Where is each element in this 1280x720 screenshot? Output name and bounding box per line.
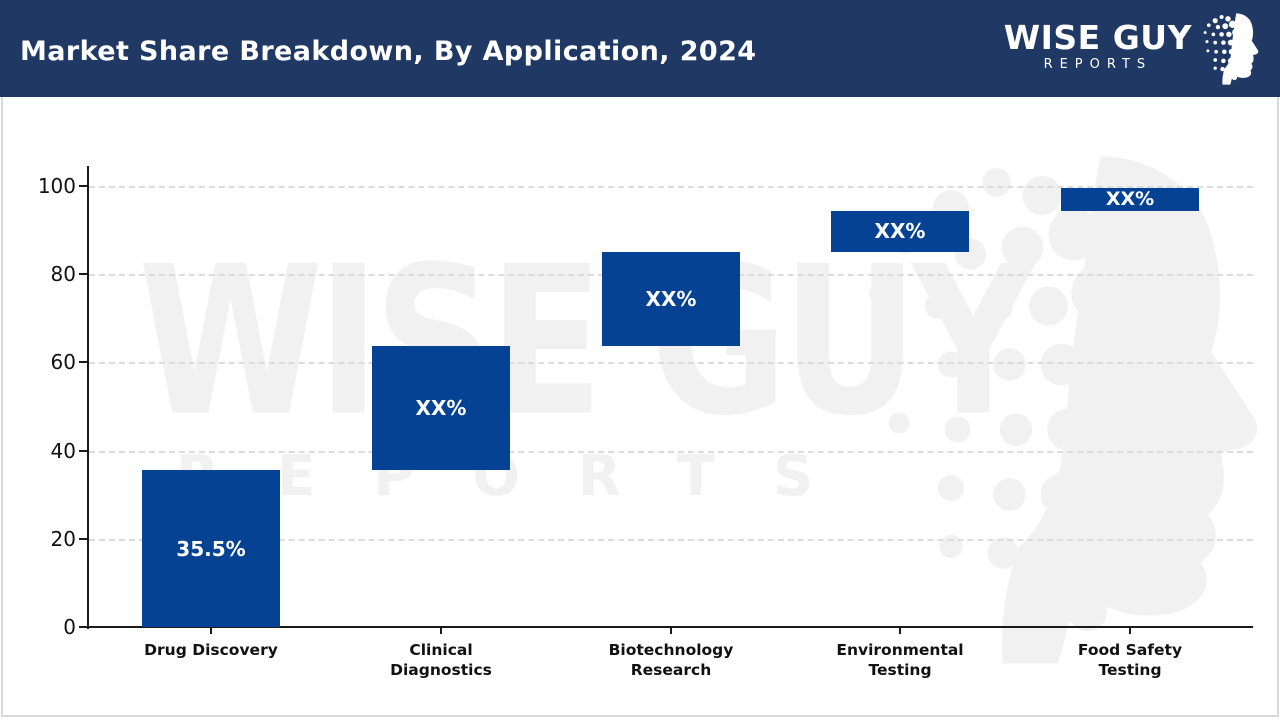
- y-tick-40: [79, 449, 87, 452]
- y-tick-label-80: 80: [50, 262, 76, 287]
- y-tick-0: [79, 626, 87, 628]
- x-tick-3: [899, 627, 901, 634]
- y-axis-line: [87, 166, 89, 629]
- y-tick-80: [79, 273, 87, 276]
- logo-head-icon: [1203, 13, 1259, 85]
- category-label-line: Food Safety: [1077, 641, 1183, 659]
- bar-environmental-testing: XX%: [831, 210, 969, 252]
- y-tick-label-0: 0: [63, 615, 76, 639]
- category-label-line: Testing: [868, 661, 932, 679]
- category-label-line: Clinical: [409, 641, 473, 659]
- y-tick-60: [79, 361, 87, 364]
- category-label-0: Drug Discovery: [101, 640, 321, 660]
- logo-subtitle: REPORTS: [1043, 57, 1153, 72]
- category-label-3: Environmental Testing: [790, 640, 1010, 680]
- category-label-line: Drug Discovery: [144, 641, 278, 659]
- category-label-line: Biotechnology: [608, 641, 734, 659]
- gridline-y-100: [89, 185, 1253, 188]
- bar-biotechnology-research: XX%: [602, 252, 740, 346]
- logo-wordmark: WISE GUY: [1003, 18, 1192, 57]
- page-title: Market Share Breakdown, By Application, …: [20, 36, 757, 67]
- bar-clinical-diagnostics: XX%: [372, 345, 510, 471]
- logo-text: WISE GUY REPORTS: [1004, 20, 1192, 73]
- bar-value-label: XX%: [415, 396, 467, 421]
- category-label-line: Environmental: [836, 641, 964, 659]
- wise-guy-reports-logo: WISE GUY REPORTS: [1004, 6, 1268, 92]
- category-label-line: Diagnostics: [390, 661, 492, 679]
- y-tick-label-100: 100: [37, 173, 76, 198]
- gridline-y-20: [89, 538, 1253, 541]
- x-tick-4: [1129, 627, 1131, 634]
- category-label-2: Biotechnology Research: [561, 640, 781, 680]
- y-tick-label-40: 40: [50, 438, 76, 463]
- x-tick-0: [210, 627, 212, 634]
- header: Market Share Breakdown, By Application, …: [0, 0, 1280, 97]
- category-label-line: Testing: [1098, 661, 1162, 679]
- chart-frame: [1, 97, 1279, 717]
- category-label-4: Food Safety Testing: [1020, 640, 1240, 680]
- y-tick-label-60: 60: [50, 350, 76, 375]
- x-tick-1: [440, 627, 442, 634]
- bar-value-label: XX%: [1105, 187, 1155, 210]
- bar-food-safety-testing: XX%: [1061, 187, 1199, 211]
- y-tick-20: [79, 537, 87, 540]
- y-tick-label-20: 20: [50, 526, 76, 551]
- category-label-1: Clinical Diagnostics: [331, 640, 551, 680]
- bar-value-label: XX%: [874, 219, 926, 244]
- bar-value-label: 35.5%: [176, 536, 246, 561]
- y-tick-100: [79, 184, 87, 187]
- gridline-y-60: [89, 362, 1253, 365]
- bar-drug-discovery: 35.5%: [142, 470, 280, 627]
- category-label-line: Research: [630, 661, 712, 679]
- bar-value-label: XX%: [645, 287, 697, 312]
- x-tick-2: [670, 627, 672, 634]
- gridline-y-40: [89, 450, 1253, 453]
